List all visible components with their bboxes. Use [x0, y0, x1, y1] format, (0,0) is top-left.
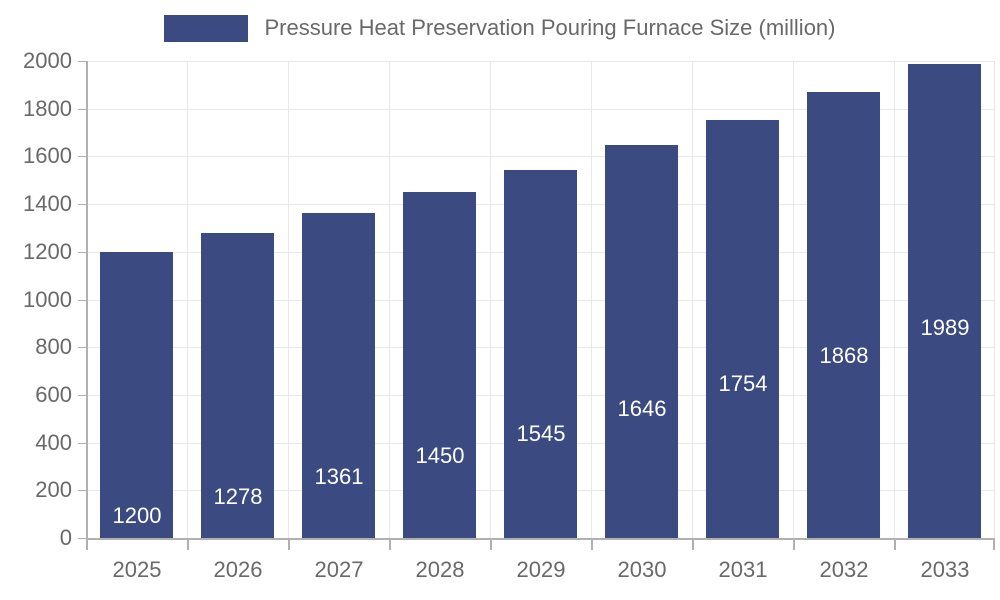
- x-axis-tick-label: 2026: [213, 557, 263, 582]
- plot-area: 1200 1278 1361 1450 1545 1646 1754 1868 1989: [86, 61, 995, 539]
- legend-item-label: Pressure Heat Preservation Pouring Furna…: [264, 15, 836, 40]
- chart-legend: Pressure Heat Preservation Pouring Furna…: [0, 0, 1000, 56]
- y-axis-tick: [78, 490, 86, 491]
- x-axis-tick: [389, 540, 391, 550]
- y-axis-tick: [78, 61, 86, 62]
- gridline-vertical: [692, 61, 693, 538]
- legend-color-swatch: [164, 14, 249, 42]
- x-axis-tick: [894, 540, 896, 550]
- y-axis-tick-label: 1200: [23, 239, 72, 264]
- x-axis-line: [86, 538, 995, 540]
- y-axis-tick-label: 0: [59, 525, 72, 550]
- y-axis-tick-label: 2000: [23, 48, 72, 73]
- x-axis-tick: [793, 540, 795, 550]
- bar[interactable]: [302, 213, 375, 538]
- bar[interactable]: [201, 233, 274, 538]
- y-axis-tick-label: 1000: [23, 287, 72, 312]
- gridline-vertical: [793, 61, 794, 538]
- y-axis-tick: [78, 109, 86, 110]
- x-axis-tick-label: 2031: [718, 557, 768, 582]
- x-axis-tick: [288, 540, 290, 550]
- y-axis-tick: [78, 156, 86, 157]
- gridline-vertical: [894, 61, 895, 538]
- y-axis-tick-label: 200: [35, 477, 72, 502]
- y-axis-tick-label: 400: [35, 430, 72, 455]
- y-axis-tick: [78, 538, 86, 539]
- bar[interactable]: [504, 170, 577, 538]
- y-axis-line: [86, 61, 88, 539]
- y-axis-tick-label: 1400: [23, 191, 72, 216]
- gridline-vertical: [490, 61, 491, 538]
- x-axis-tick-label: 2033: [920, 557, 970, 582]
- x-axis-tick-label: 2030: [617, 557, 667, 582]
- gridline-horizontal: [86, 156, 995, 158]
- y-axis-tick-label: 1800: [23, 96, 72, 121]
- y-axis-tick: [78, 395, 86, 396]
- gridline-vertical: [389, 61, 390, 538]
- gridline-vertical: [288, 61, 289, 538]
- bar[interactable]: [100, 252, 173, 538]
- gridline-vertical: [994, 61, 995, 538]
- bar[interactable]: [605, 145, 678, 538]
- bar[interactable]: [807, 92, 880, 538]
- y-axis-tick: [78, 300, 86, 301]
- x-axis-tick: [86, 540, 88, 550]
- x-axis-tick: [187, 540, 189, 550]
- x-axis-tick: [591, 540, 593, 550]
- gridline-horizontal: [86, 108, 995, 110]
- x-axis-tick: [692, 540, 694, 550]
- gridline-vertical: [591, 61, 592, 538]
- x-axis-tick: [993, 540, 995, 550]
- gridline-horizontal: [86, 61, 995, 62]
- legend-item[interactable]: Pressure Heat Preservation Pouring Furna…: [164, 14, 836, 42]
- y-axis-tick-label: 600: [35, 382, 72, 407]
- gridline-vertical: [187, 61, 188, 538]
- y-axis-tick-label: 1600: [23, 143, 72, 168]
- bar[interactable]: [908, 64, 981, 538]
- y-axis-tick: [78, 347, 86, 348]
- y-axis-tick-label: 800: [35, 334, 72, 359]
- y-axis-tick: [78, 204, 86, 205]
- bar[interactable]: [403, 192, 476, 538]
- x-axis-tick-label: 2029: [516, 557, 566, 582]
- y-axis-tick: [78, 252, 86, 253]
- bar[interactable]: [706, 120, 779, 538]
- y-axis-tick-labels: 0 200 400 600 800 1000 1200 1400 1600 1800 2000: [0, 0, 72, 600]
- x-axis-tick-label: 2027: [314, 557, 364, 582]
- x-axis-tick: [490, 540, 492, 550]
- x-axis-tick-label: 2032: [819, 557, 869, 582]
- x-axis-tick-label: 2025: [112, 557, 162, 582]
- x-axis-tick-label: 2028: [415, 557, 465, 582]
- y-axis-tick: [78, 443, 86, 444]
